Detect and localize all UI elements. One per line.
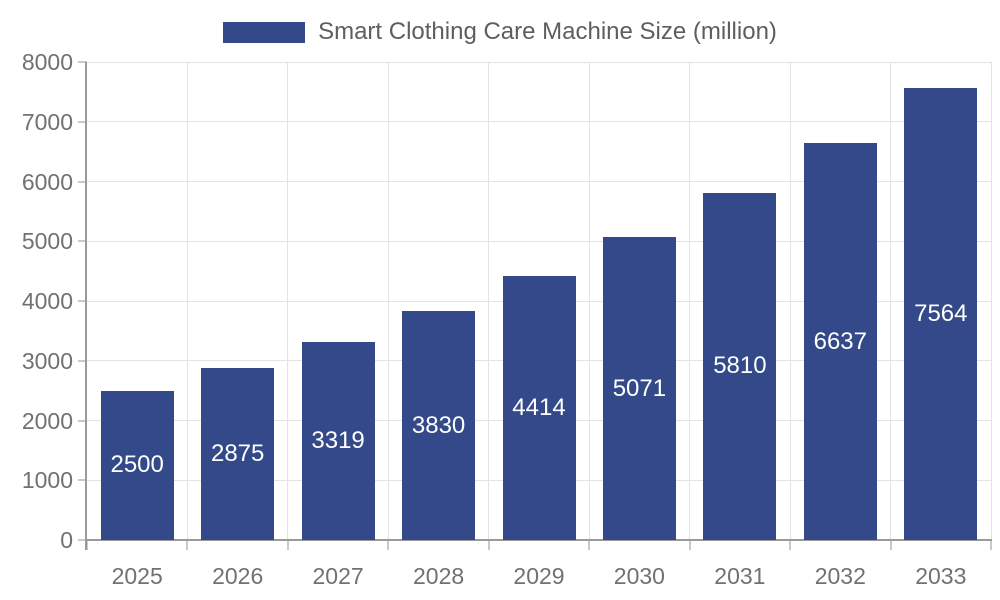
bar[interactable]: [803, 143, 877, 540]
x-tick-label: 2030: [613, 563, 665, 589]
y-tick-label: 4000: [21, 288, 73, 314]
y-axis-tick: [78, 479, 87, 482]
x-tick-label: 2032: [814, 563, 866, 589]
bar-value-label: 2875: [210, 440, 265, 468]
legend-swatch-icon: [223, 21, 306, 43]
x-tick-label: 2025: [111, 563, 163, 589]
gridline-vertical: [789, 62, 791, 540]
legend[interactable]: Smart Clothing Care Machine Size (millio…: [0, 18, 1000, 46]
x-axis-tick: [487, 540, 490, 550]
x-axis-tick: [889, 540, 892, 550]
y-axis-tick: [78, 61, 87, 63]
gridline-vertical: [588, 62, 590, 540]
bar-value-label: 2500: [110, 451, 164, 479]
x-axis-tick: [186, 540, 189, 550]
x-axis-tick: [286, 540, 289, 550]
bar[interactable]: [402, 311, 476, 540]
y-tick-label: 2000: [21, 407, 73, 434]
y-tick-label: 5000: [21, 228, 73, 255]
x-axis-tick: [86, 540, 88, 550]
bar-value-label: 6637: [813, 327, 867, 355]
x-tick-label: 2033: [915, 563, 967, 589]
bar[interactable]: [502, 276, 576, 540]
bar[interactable]: [301, 341, 375, 540]
x-tick-label: 2027: [312, 563, 364, 589]
y-tick-label: 6000: [21, 168, 73, 195]
gridline-horizontal: [87, 121, 991, 123]
bar[interactable]: [904, 88, 978, 540]
bar-value-label: 7564: [914, 300, 968, 327]
gridline-horizontal: [87, 240, 991, 242]
x-tick-label: 2029: [513, 563, 565, 589]
y-axis-tick: [78, 240, 87, 243]
y-axis-tick: [78, 419, 87, 422]
x-axis-tick: [387, 540, 390, 550]
y-axis-tick: [78, 180, 87, 183]
x-axis-tick: [990, 540, 992, 550]
gridline-vertical: [689, 62, 691, 540]
x-axis-tick: [588, 540, 591, 550]
gridline-vertical: [488, 62, 490, 540]
y-axis-tick: [78, 539, 87, 541]
bar-value-label: 3319: [311, 426, 365, 454]
y-tick-label: 0: [60, 527, 73, 553]
bar[interactable]: [201, 368, 275, 540]
x-axis-tick: [688, 540, 691, 550]
bar-value-label: 3830: [411, 411, 466, 439]
gridline-vertical: [890, 62, 892, 540]
gridline-vertical: [387, 62, 389, 540]
gridline-vertical: [287, 62, 289, 540]
y-axis-tick: [78, 120, 87, 123]
y-tick-label: 8000: [21, 49, 73, 75]
bar[interactable]: [703, 192, 777, 540]
legend-label: Smart Clothing Care Machine Size (millio…: [318, 18, 777, 45]
bar[interactable]: [100, 390, 174, 540]
y-tick-label: 3000: [21, 347, 73, 374]
y-axis-tick: [78, 300, 87, 302]
gridline-vertical: [990, 62, 992, 540]
x-axis-tick: [789, 540, 792, 550]
y-tick-label: 1000: [21, 467, 73, 494]
bar[interactable]: [602, 237, 676, 540]
bar-value-label: 5810: [713, 352, 767, 380]
y-tick-label: 7000: [21, 108, 73, 135]
y-axis-tick: [78, 359, 87, 362]
x-tick-label: 2026: [212, 563, 264, 589]
gridline-horizontal: [87, 181, 991, 182]
x-tick-label: 2028: [413, 563, 465, 589]
gridline-horizontal: [87, 61, 991, 63]
y-axis-line: [85, 62, 87, 550]
x-tick-label: 2031: [714, 563, 766, 589]
x-axis-line: [85, 539, 992, 541]
bar-value-label: 4414: [512, 394, 566, 422]
bar-value-label: 5071: [612, 374, 667, 402]
gridline-vertical: [186, 62, 188, 540]
